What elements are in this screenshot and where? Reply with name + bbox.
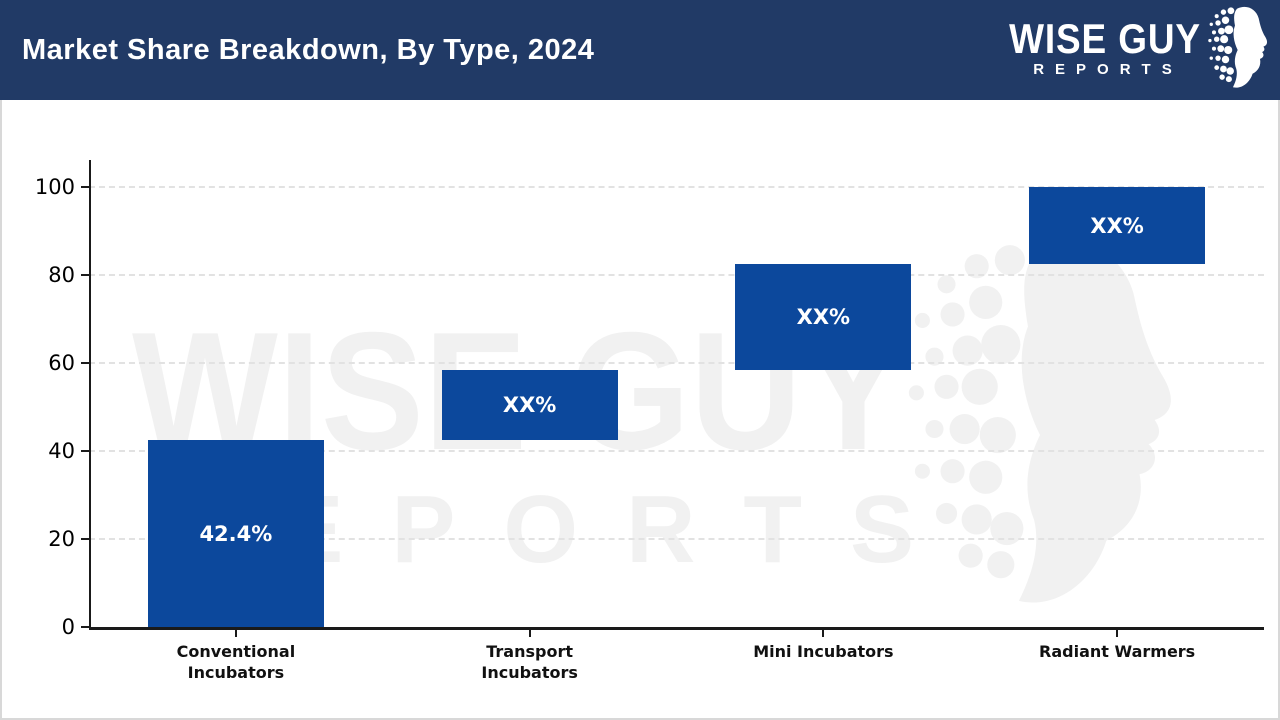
y-tick-label-80: 80 xyxy=(48,263,75,287)
bar-value-label: 42.4% xyxy=(199,521,273,546)
x-tick-mark-2 xyxy=(822,630,825,637)
gridline-40 xyxy=(89,450,1264,452)
bar-value-label: XX% xyxy=(1090,213,1144,238)
bar-value-label: XX% xyxy=(796,305,851,330)
y-tick-mark-0 xyxy=(81,626,89,628)
x-tick-mark-0 xyxy=(234,630,237,637)
y-axis xyxy=(89,160,91,629)
x-category-label: Radiant Warmers xyxy=(1039,642,1196,661)
header: Market Share Breakdown, By Type, 2024 WI… xyxy=(0,0,1280,100)
bar-segment: 42.4% xyxy=(147,440,324,627)
y-tick-mark-80 xyxy=(81,274,89,276)
gridline-20 xyxy=(89,538,1264,540)
page-title: Market Share Breakdown, By Type, 2024 xyxy=(22,33,595,66)
x-tick-mark-3 xyxy=(1116,630,1119,637)
gridline-100 xyxy=(89,186,1264,188)
y-tick-label-100: 100 xyxy=(34,175,75,199)
y-tick-label-0: 0 xyxy=(61,615,75,639)
bar-segment: XX% xyxy=(1029,187,1206,264)
y-tick-label-60: 60 xyxy=(48,351,75,375)
y-tick-mark-40 xyxy=(81,450,89,452)
y-tick-label-40: 40 xyxy=(48,439,75,463)
x-category-label: Mini Incubators xyxy=(753,642,894,661)
x-category-label: Conventional Incubators xyxy=(176,642,296,682)
y-tick-label-20: 20 xyxy=(48,527,75,551)
plot: 0 20 40 60 80 100 42.4% Conventional Incubators X… xyxy=(2,100,1278,718)
logo-wordmark: WISE GUY xyxy=(1009,15,1201,62)
bar-segment: XX% xyxy=(441,370,618,441)
x-axis xyxy=(89,627,1264,630)
chart-area: WISE GUY REPORTS 0 20 40 60 80 100 42.4% Conven… xyxy=(2,100,1278,718)
y-tick-mark-100 xyxy=(81,186,89,188)
bar-value-label: XX% xyxy=(502,393,557,418)
x-category-label: Transport Incubators xyxy=(481,642,578,682)
x-tick-mark-1 xyxy=(528,630,531,637)
wiseguy-logo: WISE GUY REPORTS xyxy=(996,4,1274,92)
y-tick-mark-60 xyxy=(81,362,89,364)
gridline-60 xyxy=(89,362,1264,364)
logo-subtitle: REPORTS xyxy=(1033,61,1183,78)
gridline-80 xyxy=(89,274,1264,276)
bar-segment: XX% xyxy=(735,264,912,371)
wiseguy-head-icon xyxy=(1208,6,1268,88)
wiseguy-logo-text: WISE GUY REPORTS xyxy=(996,17,1214,79)
y-tick-mark-20 xyxy=(81,538,89,540)
